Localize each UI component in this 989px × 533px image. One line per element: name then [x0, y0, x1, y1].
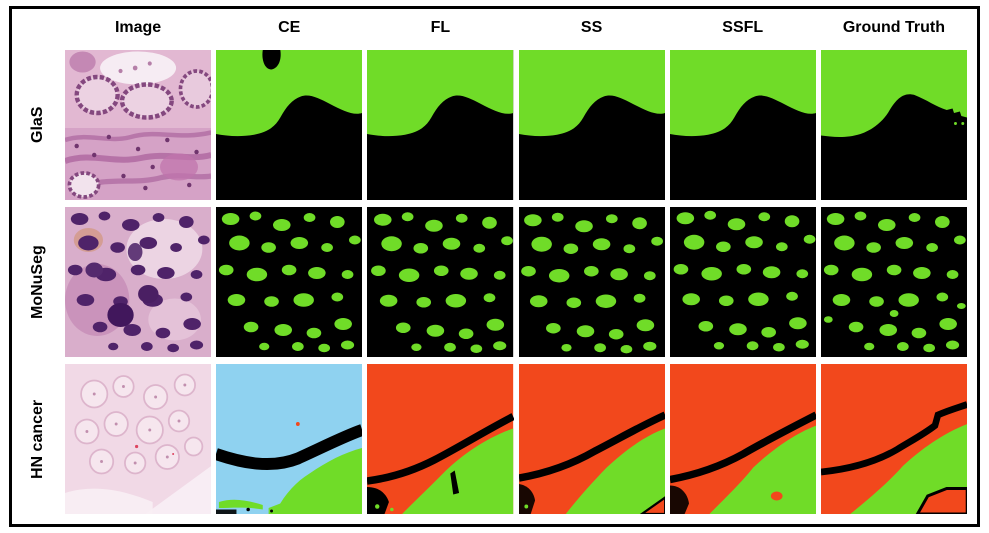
hn-cancer-ground-truth-mask — [820, 364, 967, 514]
monuseg-ss-mask — [518, 207, 665, 357]
glas-fl-mask — [367, 50, 514, 200]
monuseg-tissue-image — [65, 207, 212, 357]
column-header-image: Image — [114, 19, 162, 36]
column-header-ssfl: SSFL — [722, 19, 764, 36]
monuseg-ssfl-mask — [669, 207, 816, 357]
column-header-ground-truth: Ground Truth — [842, 19, 946, 36]
glas-ss-mask — [518, 50, 665, 200]
hn-cancer-fl-mask — [367, 364, 514, 514]
glas-ce-mask — [216, 50, 363, 200]
column-header-ce: CE — [278, 19, 301, 36]
comparison-grid: Image CE FL SS SSFL Ground Truth GlaS — [16, 13, 967, 514]
hn-cancer-ssfl-mask — [669, 364, 816, 514]
hn-cancer-ce-mask — [216, 364, 363, 514]
monuseg-fl-mask — [367, 207, 514, 357]
monuseg-ground-truth-mask — [820, 207, 967, 357]
hn-cancer-ss-mask — [518, 364, 665, 514]
hn-cancer-tissue-image — [65, 364, 212, 514]
glas-ground-truth-mask — [820, 50, 967, 200]
figure-panel: Image CE FL SS SSFL Ground Truth GlaS — [9, 6, 980, 527]
glas-ssfl-mask — [669, 50, 816, 200]
corner-spacer — [16, 13, 60, 43]
column-header-ss: SS — [580, 19, 603, 36]
monuseg-ce-mask — [216, 207, 363, 357]
row-label-monuseg: MoNuSeg — [29, 245, 46, 319]
column-header-fl: FL — [430, 19, 451, 36]
row-label-glas: GlaS — [29, 106, 46, 144]
row-label-hn-cancer: HN cancer — [29, 399, 46, 479]
glas-tissue-image — [65, 50, 212, 200]
